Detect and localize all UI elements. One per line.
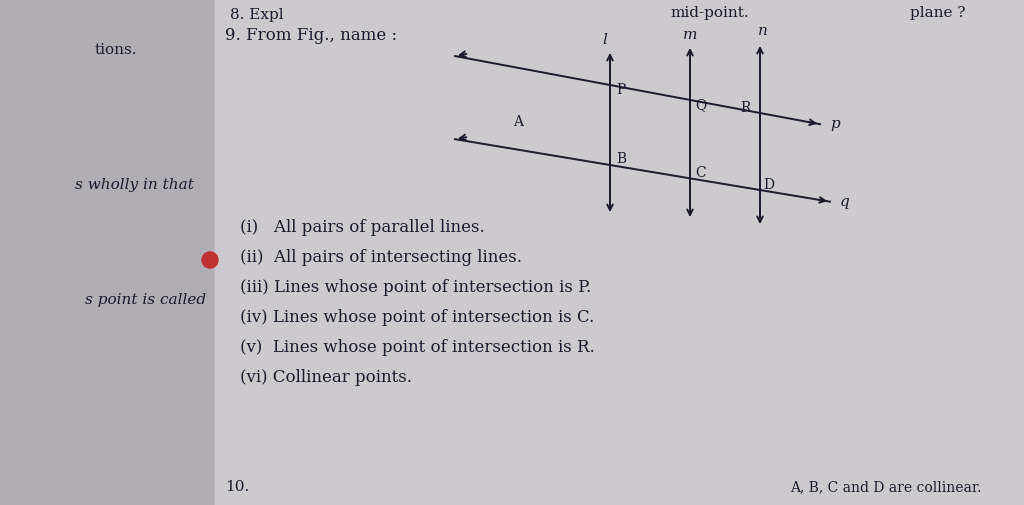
Text: (ii)  All pairs of intersecting lines.: (ii) All pairs of intersecting lines.: [240, 248, 522, 266]
Text: Q: Q: [695, 98, 707, 112]
Text: n: n: [758, 24, 768, 38]
Text: (iii) Lines whose point of intersection is P.: (iii) Lines whose point of intersection …: [240, 278, 591, 295]
Text: m: m: [683, 28, 697, 42]
Text: mid-point.: mid-point.: [670, 6, 749, 20]
Text: l: l: [602, 33, 607, 47]
Text: P: P: [616, 83, 626, 97]
Text: D: D: [763, 178, 774, 192]
Text: s point is called: s point is called: [85, 293, 206, 307]
Text: A, B, C and D are collinear.: A, B, C and D are collinear.: [790, 480, 981, 494]
Text: (vi) Collinear points.: (vi) Collinear points.: [240, 369, 412, 385]
Bar: [0, 0, 215, 505]
Text: (v)  Lines whose point of intersection is R.: (v) Lines whose point of intersection is…: [240, 338, 595, 356]
Text: 9. From Fig., name :: 9. From Fig., name :: [225, 26, 397, 43]
Text: 10.: 10.: [225, 480, 249, 494]
Text: B: B: [616, 152, 626, 166]
Text: plane ?: plane ?: [910, 6, 966, 20]
Circle shape: [202, 252, 218, 268]
Text: 8. Expl: 8. Expl: [230, 8, 284, 22]
Bar: [215, 0, 1024, 505]
Text: (iv) Lines whose point of intersection is C.: (iv) Lines whose point of intersection i…: [240, 309, 594, 326]
Text: R: R: [740, 101, 751, 115]
Text: C: C: [695, 166, 706, 180]
Text: (i)   All pairs of parallel lines.: (i) All pairs of parallel lines.: [240, 219, 484, 235]
Text: A: A: [513, 115, 523, 129]
Text: s wholly in that: s wholly in that: [75, 178, 194, 192]
Text: tions.: tions.: [95, 43, 137, 57]
Text: p: p: [830, 117, 840, 131]
Text: q: q: [840, 194, 850, 209]
